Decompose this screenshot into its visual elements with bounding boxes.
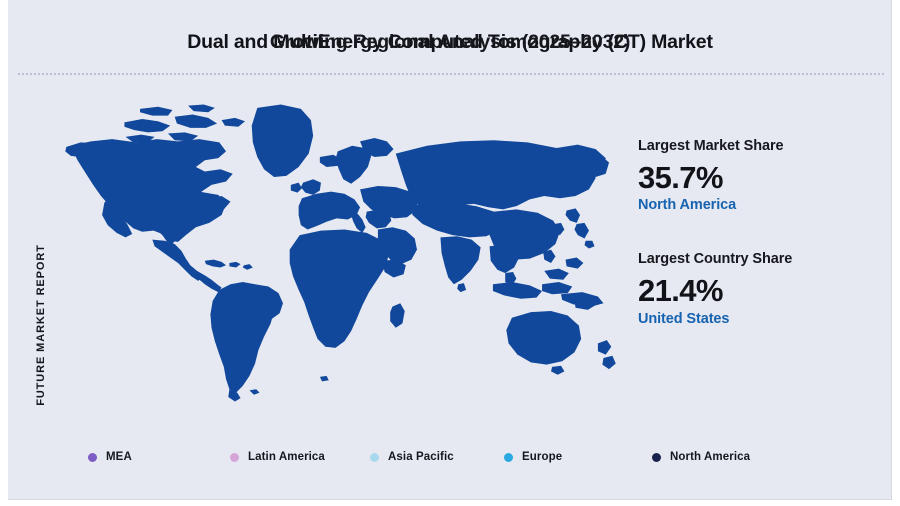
legend-item-label: Latin America — [248, 451, 325, 463]
legend-item-europe[interactable]: Europe — [504, 446, 562, 468]
world-map-landmasses — [65, 104, 616, 402]
stat-label: Largest Country Share — [638, 251, 793, 268]
legend-dot-icon — [370, 452, 379, 462]
legend-item-north-america[interactable]: North America — [652, 446, 750, 468]
stat-region: United States — [638, 310, 730, 327]
legend-dot-icon — [88, 452, 97, 462]
map-legend: MEA Latin America Asia Pacific Europe No… — [80, 446, 780, 468]
stat-block-market-share: Largest Market Share 35.7% North America — [638, 138, 888, 213]
stats-panel: Largest Market Share 35.7% North America… — [638, 138, 888, 365]
legend-dot-icon — [230, 452, 239, 462]
legend-item-label: North America — [670, 451, 751, 463]
stat-value: 21.4% — [638, 273, 724, 309]
legend-item-mea[interactable]: MEA — [88, 446, 132, 468]
page-title-primary: Dual and MultiEnergy Computed Tomography… — [187, 31, 713, 53]
legend-item-asia-pacific[interactable]: Asia Pacific — [370, 446, 454, 468]
stat-value: 35.7% — [638, 160, 724, 195]
legend-dot-icon — [504, 452, 513, 462]
page-title: Dual and MultiEnergy Computed Tomography… — [8, 28, 892, 74]
legend-item-label: Asia Pacific — [388, 451, 454, 463]
header-divider — [18, 73, 884, 75]
page-title-secondary: Growing Regional Analysis (2025–2032) — [269, 31, 631, 53]
legend-item-label: MEA — [106, 451, 132, 463]
stat-label: Largest Market Share — [638, 138, 784, 154]
world-map-svg — [65, 104, 616, 402]
brand-watermark-label: FUTURE MARKET REPORT — [35, 243, 48, 406]
stat-region: North America — [638, 197, 737, 214]
stat-block-country-share: Largest Country Share 21.4% United State… — [638, 251, 888, 326]
brand-watermark: FUTURE MARKET REPORT — [30, 232, 52, 417]
legend-dot-icon — [652, 452, 661, 462]
legend-item-label: Europe — [522, 451, 563, 463]
world-map — [58, 100, 623, 435]
legend-item-latin-america[interactable]: Latin America — [230, 446, 325, 468]
